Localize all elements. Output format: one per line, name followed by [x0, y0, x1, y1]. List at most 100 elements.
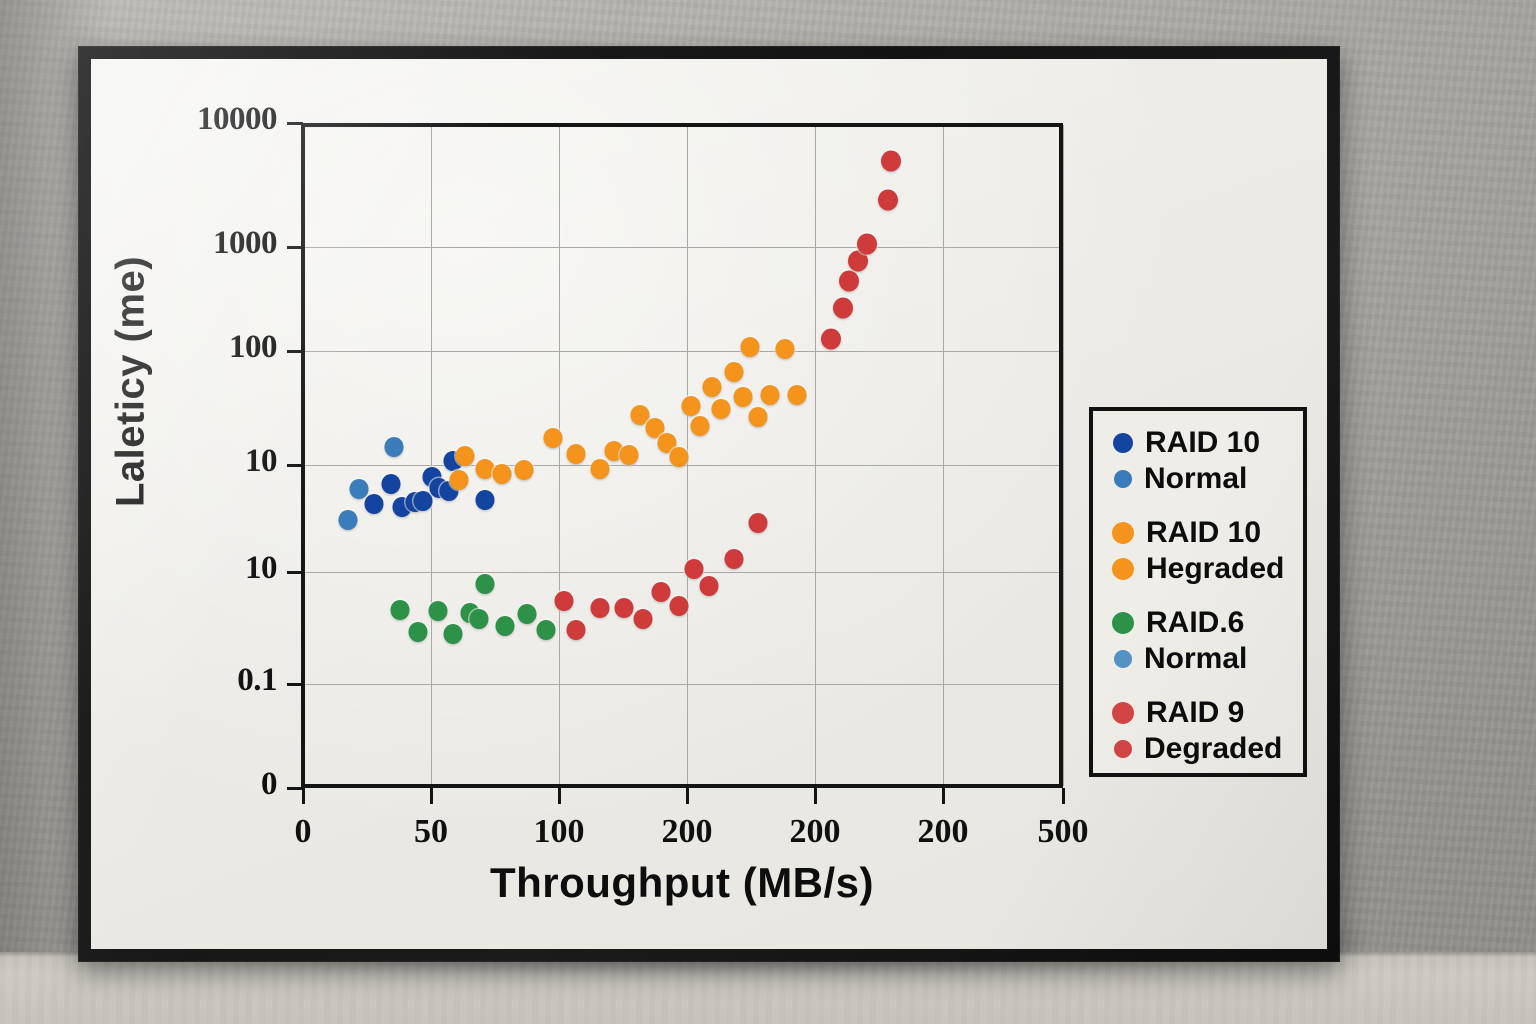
data-point: [748, 406, 768, 427]
data-point: [724, 549, 744, 569]
data-point: [775, 338, 795, 359]
data-point: [681, 396, 701, 417]
picture-frame: 10000 1000 100 10 10 0.1 0 0 50 100 200 200 200 500 …: [78, 46, 1340, 962]
data-point: [699, 576, 719, 597]
data-point: [669, 447, 689, 468]
data-point: [514, 460, 534, 481]
y-axis-tick: [287, 787, 303, 790]
data-point: [566, 444, 586, 465]
legend-marker-dot: [1112, 558, 1134, 580]
data-point: [630, 404, 650, 425]
gridline-horizontal: [303, 351, 1061, 352]
data-point: [408, 622, 428, 643]
legend-marker-dot: [1114, 650, 1132, 668]
y-axis-tick: [287, 571, 303, 574]
x-axis-tick-label: 200: [917, 813, 969, 850]
data-point: [390, 599, 410, 620]
legend-item[interactable]: Normal: [1107, 461, 1293, 497]
y-axis-tick: [287, 246, 303, 249]
legend-item[interactable]: RAID.6: [1107, 605, 1293, 641]
x-axis-tick-label: 50: [414, 813, 448, 850]
data-point: [492, 463, 512, 484]
legend-marker-dot: [1112, 612, 1134, 634]
legend-label: RAID 10: [1146, 516, 1262, 549]
data-point: [832, 297, 853, 319]
gridline-vertical: [559, 125, 560, 786]
x-axis-tick: [686, 788, 689, 804]
data-point: [838, 270, 859, 292]
legend-item[interactable]: Hegraded: [1107, 551, 1293, 587]
legend-item[interactable]: RAID 9: [1107, 695, 1293, 731]
legend-marker-dot: [1112, 702, 1134, 724]
x-axis-tick: [558, 788, 561, 804]
y-axis-tick-label: 10000: [197, 101, 278, 137]
data-point: [517, 604, 537, 625]
legend-label: Normal: [1144, 462, 1248, 495]
data-point: [881, 150, 902, 172]
gridline-horizontal: [303, 247, 1061, 248]
x-axis-tick: [942, 788, 945, 804]
y-axis-tick-label: 0: [261, 766, 278, 802]
y-axis-tick: [287, 464, 303, 467]
legend-item[interactable]: Normal: [1107, 641, 1293, 677]
legend-group-0[interactable]: RAID 10 Normal: [1107, 425, 1293, 497]
data-point: [702, 377, 722, 398]
data-point: [651, 582, 671, 603]
legend-label: Normal: [1144, 642, 1248, 675]
legend-item[interactable]: Degraded: [1107, 731, 1293, 767]
data-point: [878, 189, 899, 211]
x-axis-tick-label: 500: [1037, 813, 1089, 850]
data-point: [590, 597, 610, 618]
legend-item[interactable]: RAID 10: [1107, 425, 1293, 461]
legend-label: Degraded: [1144, 732, 1283, 765]
data-point: [684, 559, 704, 580]
legend-label: RAID.6: [1146, 606, 1245, 639]
x-axis-tick: [302, 788, 305, 804]
x-axis-tick-label: 0: [294, 813, 312, 850]
data-point: [475, 459, 495, 480]
plot-frame: [301, 123, 1063, 788]
data-point: [475, 573, 495, 594]
legend-group-3[interactable]: RAID 9 Degraded: [1107, 695, 1293, 767]
data-point: [428, 600, 448, 621]
scatter-chart: 10000 1000 100 10 10 0.1 0 0 50 100 200 200 200 500 …: [91, 59, 1327, 949]
data-point: [820, 328, 841, 350]
x-axis-tick: [1062, 788, 1065, 804]
data-point: [633, 608, 653, 629]
data-point: [614, 597, 634, 618]
data-point: [495, 615, 515, 636]
gridline-horizontal: [303, 684, 1061, 685]
legend-label: Hegraded: [1146, 552, 1285, 585]
legend-group-1[interactable]: RAID 10 Hegraded: [1107, 515, 1293, 587]
gridline-vertical: [431, 125, 432, 786]
y-axis-tick-label: 10: [245, 443, 278, 479]
data-point: [645, 418, 665, 439]
y-axis-tick-label: 1000: [213, 225, 278, 261]
data-point: [455, 445, 475, 466]
data-point: [740, 336, 760, 357]
data-point: [449, 469, 469, 490]
y-axis-title: Laleticy (me): [108, 255, 153, 508]
data-point: [690, 415, 710, 436]
y-axis-tick: [287, 122, 303, 125]
data-point: [543, 428, 563, 449]
y-axis-tick-label: 10: [245, 550, 278, 586]
x-axis-tick: [814, 788, 817, 804]
data-point: [669, 595, 689, 616]
data-point: [760, 384, 780, 405]
poster-canvas: 10000 1000 100 10 10 0.1 0 0 50 100 200 200 200 500 …: [91, 59, 1327, 949]
legend-group-2[interactable]: RAID.6 Normal: [1107, 605, 1293, 677]
legend-marker-dot: [1114, 470, 1132, 488]
gridline-vertical: [1063, 125, 1064, 786]
data-point: [381, 474, 401, 495]
legend-item[interactable]: RAID 10: [1107, 515, 1293, 551]
x-axis-tick: [430, 788, 433, 804]
data-point: [724, 362, 744, 383]
y-axis-tick: [287, 350, 303, 353]
data-point: [733, 387, 753, 408]
data-point: [657, 433, 677, 454]
data-point: [413, 490, 433, 511]
legend-marker-dot: [1113, 433, 1133, 453]
data-point: [748, 513, 768, 534]
